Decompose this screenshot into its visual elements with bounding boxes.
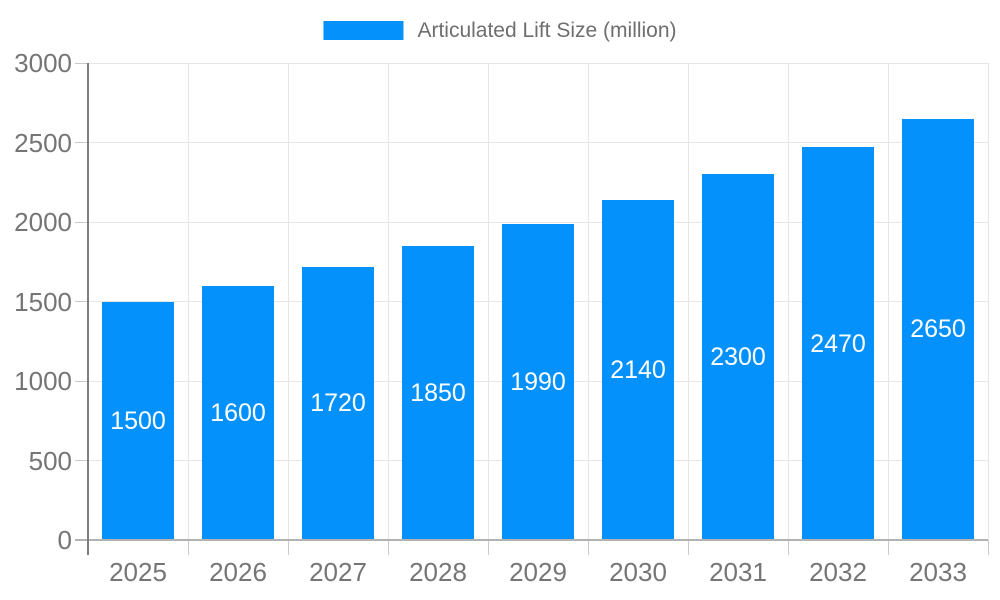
bar-value-label: 2140: [610, 355, 666, 384]
bar: 1500: [102, 301, 174, 540]
x-gridline: [487, 63, 489, 540]
legend-swatch: [323, 21, 404, 40]
y-axis-tick: [75, 380, 88, 382]
bar-value-label: 1600: [210, 398, 266, 427]
y-axis-label: 1500: [14, 286, 72, 317]
legend-label: Articulated Lift Size (million): [417, 19, 677, 42]
x-gridline: [287, 63, 289, 540]
bar: 2650: [902, 118, 974, 540]
y-axis-tick: [75, 142, 88, 143]
y-axis-tick: [75, 62, 88, 64]
x-gridline: [687, 63, 689, 540]
x-axis-tick: [887, 540, 889, 555]
x-gridline: [787, 63, 789, 540]
x-axis-tick: [587, 540, 589, 555]
y-gridline: [88, 62, 988, 64]
bar-value-label: 2300: [710, 343, 766, 372]
x-axis-label: 2032: [809, 557, 867, 587]
x-axis-tick: [287, 540, 289, 555]
bar-value-label: 1500: [110, 406, 166, 435]
y-axis-tick: [75, 221, 88, 223]
bar-value-label: 1850: [410, 378, 466, 407]
bar: 1600: [202, 285, 274, 540]
x-axis-tick: [187, 540, 189, 555]
y-axis-tick: [75, 301, 88, 302]
y-axis-label: 2000: [14, 207, 72, 237]
x-axis-label: 2029: [509, 557, 567, 587]
bar-value-label: 2650: [910, 315, 966, 344]
y-axis-label: 0: [57, 525, 72, 555]
y-axis-line: [87, 63, 89, 555]
y-gridline: [88, 221, 988, 223]
bar-value-label: 2470: [810, 329, 866, 358]
bar: 1720: [302, 266, 374, 540]
bar-value-label: 1720: [310, 389, 366, 418]
x-gridline: [987, 63, 989, 540]
bar: 1990: [502, 223, 574, 540]
x-axis-label: 2031: [709, 557, 767, 587]
x-axis-label: 2028: [409, 557, 467, 587]
x-axis-tick: [487, 540, 489, 555]
y-axis-label: 500: [28, 445, 72, 476]
y-gridline: [88, 142, 988, 143]
x-axis-tick: [387, 540, 389, 555]
y-axis-label: 2500: [14, 127, 72, 158]
x-axis-tick: [787, 540, 789, 555]
x-axis-tick: [687, 540, 689, 555]
x-axis-label: 2033: [909, 557, 967, 587]
x-gridline: [587, 63, 589, 540]
bar-value-label: 1990: [510, 367, 566, 396]
y-axis-label: 3000: [14, 48, 72, 78]
bar: 2300: [702, 174, 774, 540]
x-axis-label: 2025: [109, 557, 167, 587]
bar: 1850: [402, 245, 474, 540]
x-gridline: [187, 63, 189, 540]
bar: 2140: [602, 199, 674, 540]
y-axis-tick: [75, 460, 88, 461]
y-axis-label: 1000: [14, 366, 72, 396]
x-axis-tick: [987, 540, 989, 555]
legend: Articulated Lift Size (million): [323, 18, 677, 43]
x-axis-label: 2030: [609, 557, 667, 587]
x-gridline: [887, 63, 889, 540]
x-axis-label: 2027: [309, 557, 367, 587]
x-axis-label: 2026: [209, 557, 267, 587]
x-gridline: [387, 63, 389, 540]
x-axis-line: [75, 539, 988, 541]
bar: 2470: [802, 147, 874, 540]
